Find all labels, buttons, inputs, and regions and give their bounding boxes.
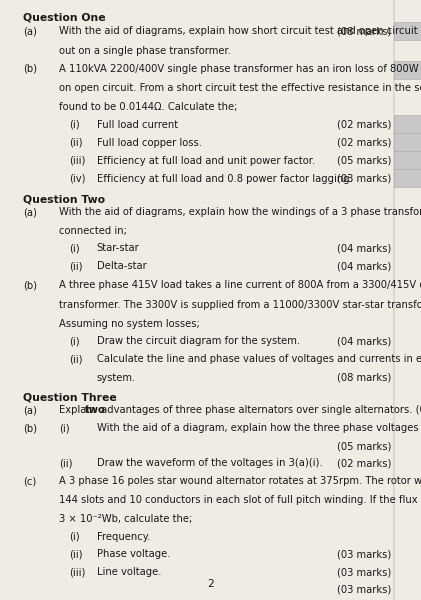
Text: (02 marks): (02 marks) — [337, 119, 392, 130]
Text: (03 marks): (03 marks) — [337, 173, 392, 184]
Text: (i): (i) — [69, 243, 80, 253]
Text: A three phase 415V load takes a line current of 800A from a 3300/415V delta-star: A three phase 415V load takes a line cur… — [59, 280, 421, 290]
Text: (04 marks): (04 marks) — [337, 261, 392, 271]
Bar — [394, 115, 421, 133]
Text: Question Three: Question Three — [23, 392, 117, 402]
Text: (ii): (ii) — [59, 458, 72, 468]
Text: (a): (a) — [23, 207, 37, 217]
Text: 144 slots and 10 conductors in each slot of full pitch winding. If the flux per : 144 slots and 10 conductors in each slot… — [59, 495, 421, 505]
Text: transformer. The 3300V is supplied from a 11000/3300V star-star transformer.: transformer. The 3300V is supplied from … — [59, 299, 421, 310]
Text: Phase voltage.: Phase voltage. — [97, 549, 171, 559]
Text: A 3 phase 16 poles star wound alternator rotates at 375rpm. The rotor winding ha: A 3 phase 16 poles star wound alternator… — [59, 476, 421, 486]
Text: Draw the waveform of the voltages in 3(a)(i).: Draw the waveform of the voltages in 3(a… — [97, 458, 322, 468]
Text: (ii): (ii) — [69, 549, 83, 559]
Text: With the aid of a diagram, explain how the three phase voltages are generated.: With the aid of a diagram, explain how t… — [97, 423, 421, 433]
Text: With the aid of diagrams, explain how the windings of a 3 phase transformer can : With the aid of diagrams, explain how th… — [59, 207, 421, 217]
Text: (08 marks): (08 marks) — [337, 26, 392, 36]
Text: (ii): (ii) — [69, 137, 83, 148]
Text: (i): (i) — [69, 119, 80, 130]
Text: (i): (i) — [59, 423, 69, 433]
Text: two: two — [85, 405, 106, 415]
Text: A 110kVA 2200/400V single phase transformer has an iron loss of 800W when tested: A 110kVA 2200/400V single phase transfor… — [59, 64, 421, 74]
Text: (05 marks): (05 marks) — [337, 441, 392, 451]
Bar — [394, 133, 421, 151]
Text: (i): (i) — [69, 532, 80, 542]
Text: 3 × 10⁻²Wb, calculate the;: 3 × 10⁻²Wb, calculate the; — [59, 514, 192, 524]
Text: (03 marks): (03 marks) — [337, 567, 392, 577]
Text: found to be 0.0144Ω. Calculate the;: found to be 0.0144Ω. Calculate the; — [59, 102, 237, 112]
Text: (ii): (ii) — [69, 261, 83, 271]
Text: out on a single phase transformer.: out on a single phase transformer. — [59, 46, 231, 56]
Text: connected in;: connected in; — [59, 226, 127, 236]
Text: Assuming no system losses;: Assuming no system losses; — [59, 319, 200, 329]
Text: (04 marks): (04 marks) — [337, 336, 392, 346]
Text: (ii): (ii) — [69, 354, 83, 364]
Text: (05 marks): (05 marks) — [337, 155, 392, 166]
Text: (08 marks): (08 marks) — [337, 373, 392, 383]
Text: Calculate the line and phase values of voltages and currents in each part of the: Calculate the line and phase values of v… — [97, 354, 421, 364]
Text: Question One: Question One — [23, 12, 106, 22]
Text: advantages of three phase alternators over single alternators. (04 marks): advantages of three phase alternators ov… — [98, 405, 421, 415]
Text: (c): (c) — [23, 476, 36, 486]
Text: (04 marks): (04 marks) — [337, 243, 392, 253]
Text: system.: system. — [97, 373, 136, 383]
Text: Frequency.: Frequency. — [97, 532, 150, 542]
Text: (02 marks): (02 marks) — [337, 458, 392, 468]
Text: Full load copper loss.: Full load copper loss. — [97, 137, 202, 148]
Text: (a): (a) — [23, 26, 37, 36]
Text: Delta-star: Delta-star — [97, 261, 147, 271]
Text: Full load current: Full load current — [97, 119, 178, 130]
Text: on open circuit. From a short circuit test the effective resistance in the secon: on open circuit. From a short circuit te… — [59, 83, 421, 93]
Bar — [394, 169, 421, 187]
Bar — [394, 22, 421, 40]
Text: Explain: Explain — [59, 405, 99, 415]
Text: Question Two: Question Two — [23, 194, 105, 204]
Text: 2: 2 — [207, 579, 214, 589]
Text: Line voltage.: Line voltage. — [97, 567, 161, 577]
Bar — [394, 61, 421, 79]
Text: (b): (b) — [23, 423, 37, 433]
Text: (b): (b) — [23, 64, 37, 74]
Bar — [394, 151, 421, 169]
Text: Efficiency at full load and 0.8 power factor lagging.: Efficiency at full load and 0.8 power fa… — [97, 173, 353, 184]
Text: Draw the circuit diagram for the system.: Draw the circuit diagram for the system. — [97, 336, 300, 346]
Text: (iii): (iii) — [69, 155, 86, 166]
Text: With the aid of diagrams, explain how short circuit test and open circuit test a: With the aid of diagrams, explain how sh… — [59, 26, 421, 36]
Text: (b): (b) — [23, 280, 37, 290]
Text: (iii): (iii) — [69, 567, 86, 577]
Text: (iv): (iv) — [69, 173, 86, 184]
Text: (03 marks): (03 marks) — [337, 584, 392, 594]
Text: (a): (a) — [23, 405, 37, 415]
Text: (02 marks): (02 marks) — [337, 137, 392, 148]
Text: (03 marks): (03 marks) — [337, 549, 392, 559]
Text: Efficiency at full load and unit power factor.: Efficiency at full load and unit power f… — [97, 155, 315, 166]
Text: (i): (i) — [69, 336, 80, 346]
Text: Star-star: Star-star — [97, 243, 140, 253]
